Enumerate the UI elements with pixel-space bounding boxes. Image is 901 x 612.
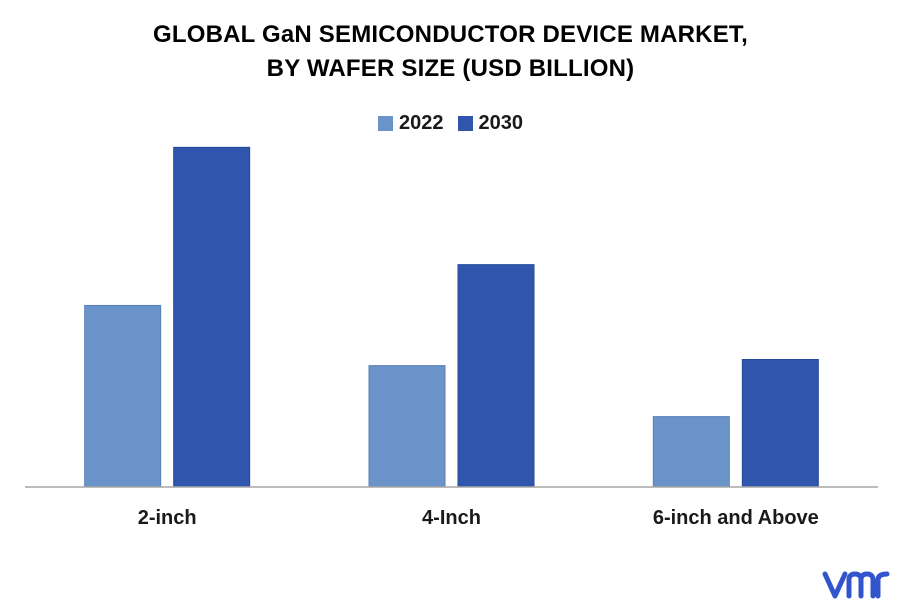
chart-title: GLOBAL GaN SEMICONDUCTOR DEVICE MARKET, …: [0, 18, 901, 86]
bar-2030-2-inch: [173, 146, 251, 488]
x-tick-label-2-inch: 2-inch: [138, 507, 197, 529]
x-tick-label-6-inch-and-above: 6-inch and Above: [653, 507, 819, 529]
x-tick-label-4-inch: 4-Inch: [422, 507, 481, 529]
legend-swatch-2030: [457, 116, 473, 131]
legend-swatch-2022: [378, 116, 393, 131]
bar-2030-4-inch: [457, 264, 535, 488]
legend-label-2022: 2022: [399, 112, 444, 134]
bar-2022-2-inch: [84, 304, 162, 488]
vmr-logo: [822, 571, 890, 599]
chart-legend: 2022 2030: [0, 112, 901, 135]
chart-title-line-1: GLOBAL GaN SEMICONDUCTOR DEVICE MARKET,: [153, 21, 748, 48]
vmr-logo-v: [822, 571, 848, 599]
legend-label-2030: 2030: [478, 112, 524, 134]
chart-title-line-2: BY WAFER SIZE (USD BILLION): [266, 55, 635, 82]
legend-item-2022: 2022: [378, 112, 444, 135]
vmr-logo-r: [875, 571, 890, 599]
bar-2030-6-inch-and-above: [741, 359, 819, 488]
vmr-logo-m: [846, 571, 876, 599]
bar-2022-4-inch: [368, 365, 446, 488]
legend-item-2030: 2030: [457, 112, 524, 135]
bar-2022-6-inch-and-above: [652, 416, 730, 488]
